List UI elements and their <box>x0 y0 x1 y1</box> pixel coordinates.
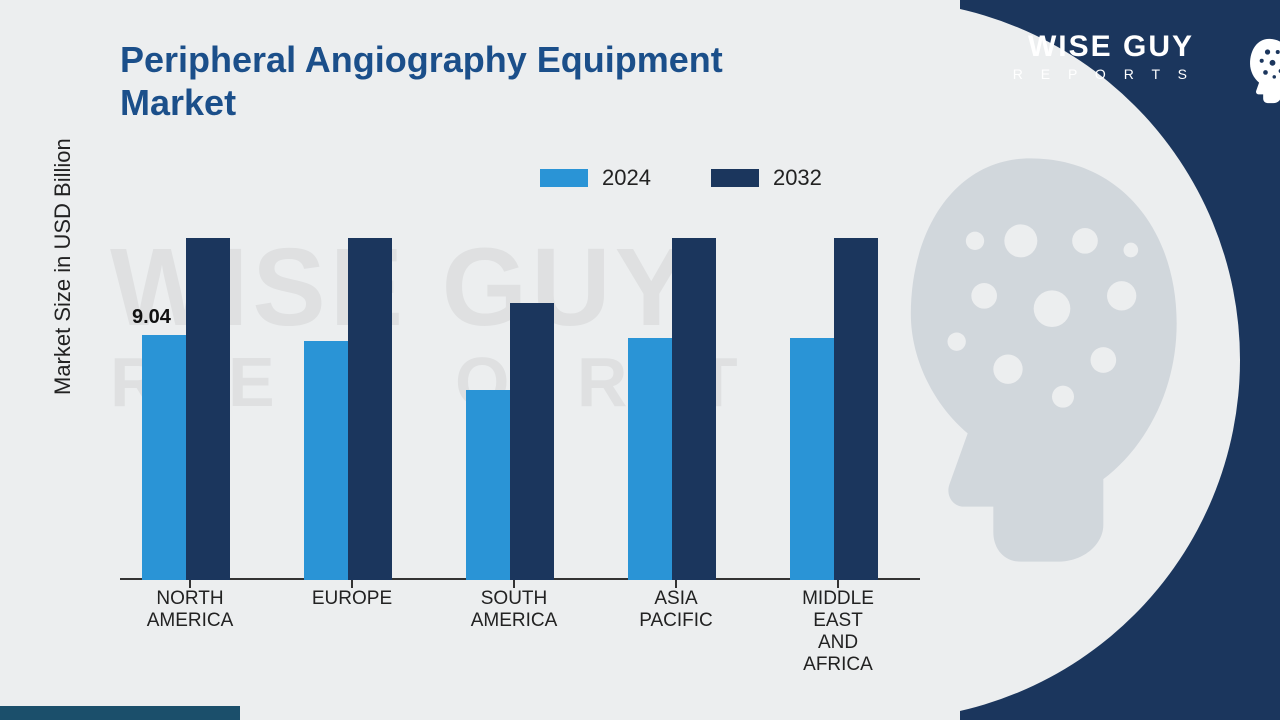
x-tick <box>513 580 515 588</box>
y-axis-label: Market Size in USD Billion <box>50 138 76 395</box>
footer-accent-bar <box>0 706 240 720</box>
bar-2032 <box>834 238 878 580</box>
x-tick <box>675 580 677 588</box>
x-tick <box>189 580 191 588</box>
x-tick <box>837 580 839 588</box>
brand-head-icon <box>1238 36 1280 106</box>
legend-swatch-2032 <box>711 169 759 187</box>
plot-area: 9.04 <box>120 200 920 580</box>
bar-2032 <box>510 303 554 580</box>
bar-2032 <box>672 238 716 580</box>
legend: 2024 2032 <box>540 165 822 191</box>
bar-2024 <box>466 390 510 580</box>
bar-2032 <box>348 238 392 580</box>
category-label: SOUTHAMERICA <box>454 588 574 632</box>
chart-title: Peripheral Angiography Equipment Market <box>120 38 740 124</box>
legend-item-2024: 2024 <box>540 165 651 191</box>
category-label: NORTHAMERICA <box>130 588 250 632</box>
x-tick <box>351 580 353 588</box>
bar-value-label: 9.04 <box>132 306 171 329</box>
legend-item-2032: 2032 <box>711 165 822 191</box>
bar-2024 <box>304 341 348 580</box>
bar-2032 <box>186 238 230 580</box>
chart-canvas: WISE GUY R E P O R T S WISE GUY R E P O … <box>0 0 1280 720</box>
bar-2024 <box>628 338 672 580</box>
category-label: EUROPE <box>292 588 412 610</box>
bar-2024 <box>142 335 186 580</box>
brand-logo: WISE GUY R E P O R T S <box>1013 30 1250 82</box>
legend-swatch-2024 <box>540 169 588 187</box>
category-label: ASIAPACIFIC <box>616 588 736 632</box>
brand-line1: WISE GUY <box>1013 30 1194 64</box>
bar-2024 <box>790 338 834 580</box>
category-label: MIDDLEEASTANDAFRICA <box>778 588 898 675</box>
legend-label-2024: 2024 <box>602 165 651 191</box>
brand-line2: R E P O R T S <box>1013 66 1194 82</box>
legend-label-2032: 2032 <box>773 165 822 191</box>
